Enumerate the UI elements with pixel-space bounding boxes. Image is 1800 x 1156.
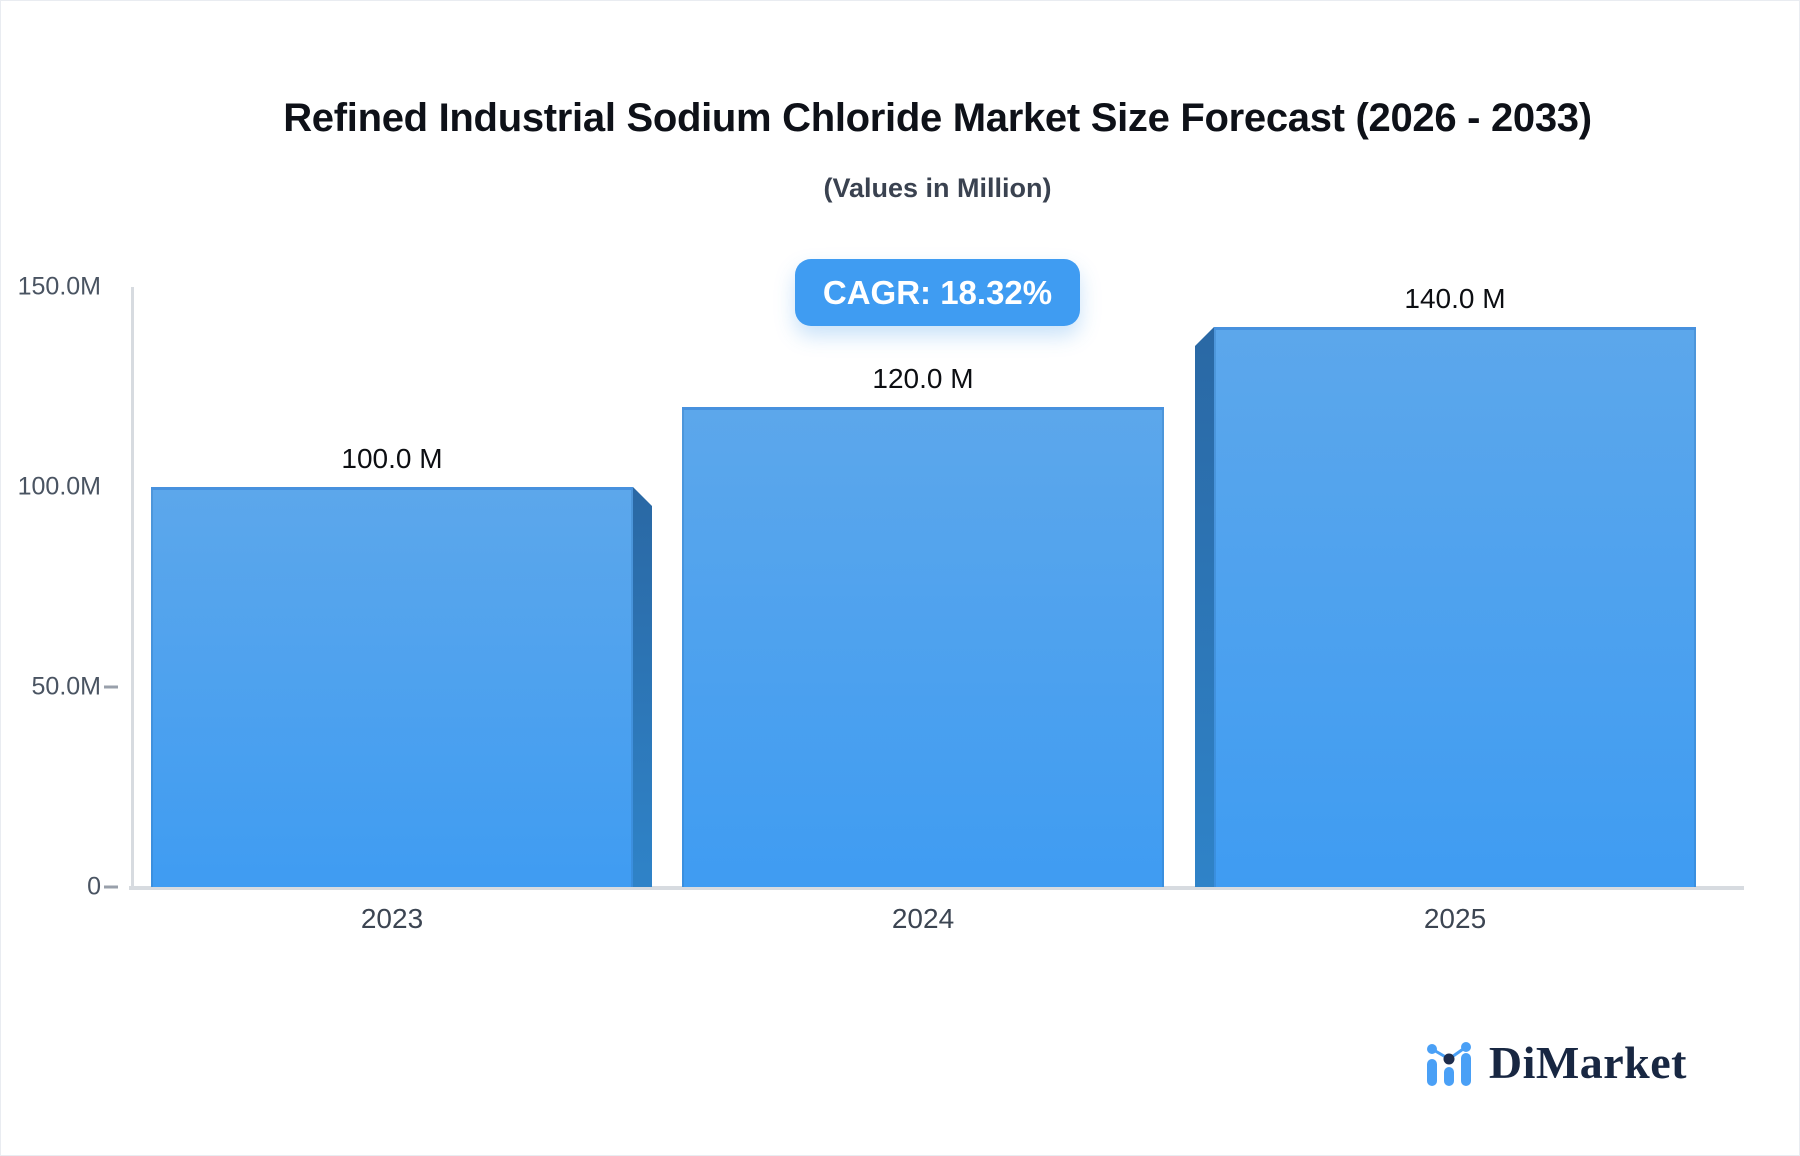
x-tick-label: 2025 (1423, 903, 1487, 934)
bar-value-label: 120.0 M (872, 363, 974, 394)
y-axis-line (131, 287, 134, 887)
y-tick-mark (104, 685, 118, 689)
chart-title: Refined Industrial Sodium Chloride Marke… (283, 96, 1592, 140)
bar (682, 407, 1164, 887)
y-tick-label: 0 (87, 872, 101, 901)
cagr-badge-row: CAGR: 18.32% (132, 259, 1743, 326)
cagr-badge: CAGR: 18.32% (794, 259, 1081, 326)
brand-logo-text: DiMarket (1488, 1037, 1687, 1088)
y-tick-mark (104, 885, 118, 889)
y-tick-label: 50.0M (31, 672, 101, 701)
chart-subtitle: (Values in Million) (823, 173, 1052, 203)
brand-logo: DiMarket (1424, 1039, 1687, 1087)
bar (1214, 327, 1696, 887)
x-tick-label: 2023 (360, 903, 424, 934)
bar-side-face (633, 487, 652, 887)
bar-value-label: 140.0 M (1404, 283, 1506, 314)
x-axis-line (129, 886, 1744, 890)
y-tick-label: 100.0M (17, 472, 101, 501)
x-tick-label: 2024 (891, 903, 955, 934)
bar (151, 487, 633, 887)
bar-value-label: 100.0 M (341, 443, 443, 474)
bar-chart-logo-icon (1426, 1042, 1471, 1086)
bar-side-face (1195, 327, 1214, 887)
y-tick-label: 150.0M (17, 272, 101, 301)
